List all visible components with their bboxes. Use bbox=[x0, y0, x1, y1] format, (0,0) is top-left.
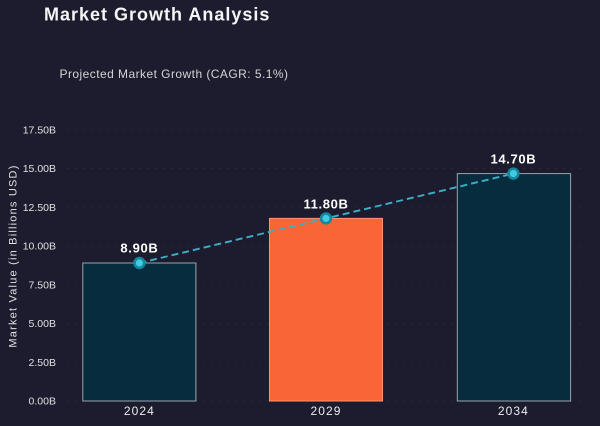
svg-text:2029: 2029 bbox=[310, 404, 341, 418]
svg-text:2034: 2034 bbox=[498, 404, 529, 418]
svg-text:8.90B: 8.90B bbox=[120, 241, 158, 256]
svg-text:Market Growth Analysis: Market Growth Analysis bbox=[44, 5, 270, 25]
svg-text:14.70B: 14.70B bbox=[490, 152, 536, 167]
svg-text:2.50B: 2.50B bbox=[29, 357, 56, 369]
svg-text:Market Value (in Billions USD): Market Value (in Billions USD) bbox=[8, 164, 20, 347]
svg-text:5.00B: 5.00B bbox=[29, 318, 56, 330]
svg-text:Projected Market Growth (CAGR:: Projected Market Growth (CAGR: 5.1%) bbox=[60, 67, 289, 81]
svg-text:0.00B: 0.00B bbox=[29, 396, 56, 408]
svg-text:7.50B: 7.50B bbox=[29, 279, 56, 291]
svg-text:12.50B: 12.50B bbox=[23, 202, 56, 214]
svg-text:17.50B: 17.50B bbox=[23, 124, 56, 136]
svg-text:11.80B: 11.80B bbox=[303, 197, 348, 212]
svg-text:10.00B: 10.00B bbox=[23, 241, 56, 253]
svg-text:15.00B: 15.00B bbox=[23, 163, 56, 175]
svg-text:2024: 2024 bbox=[124, 404, 155, 418]
